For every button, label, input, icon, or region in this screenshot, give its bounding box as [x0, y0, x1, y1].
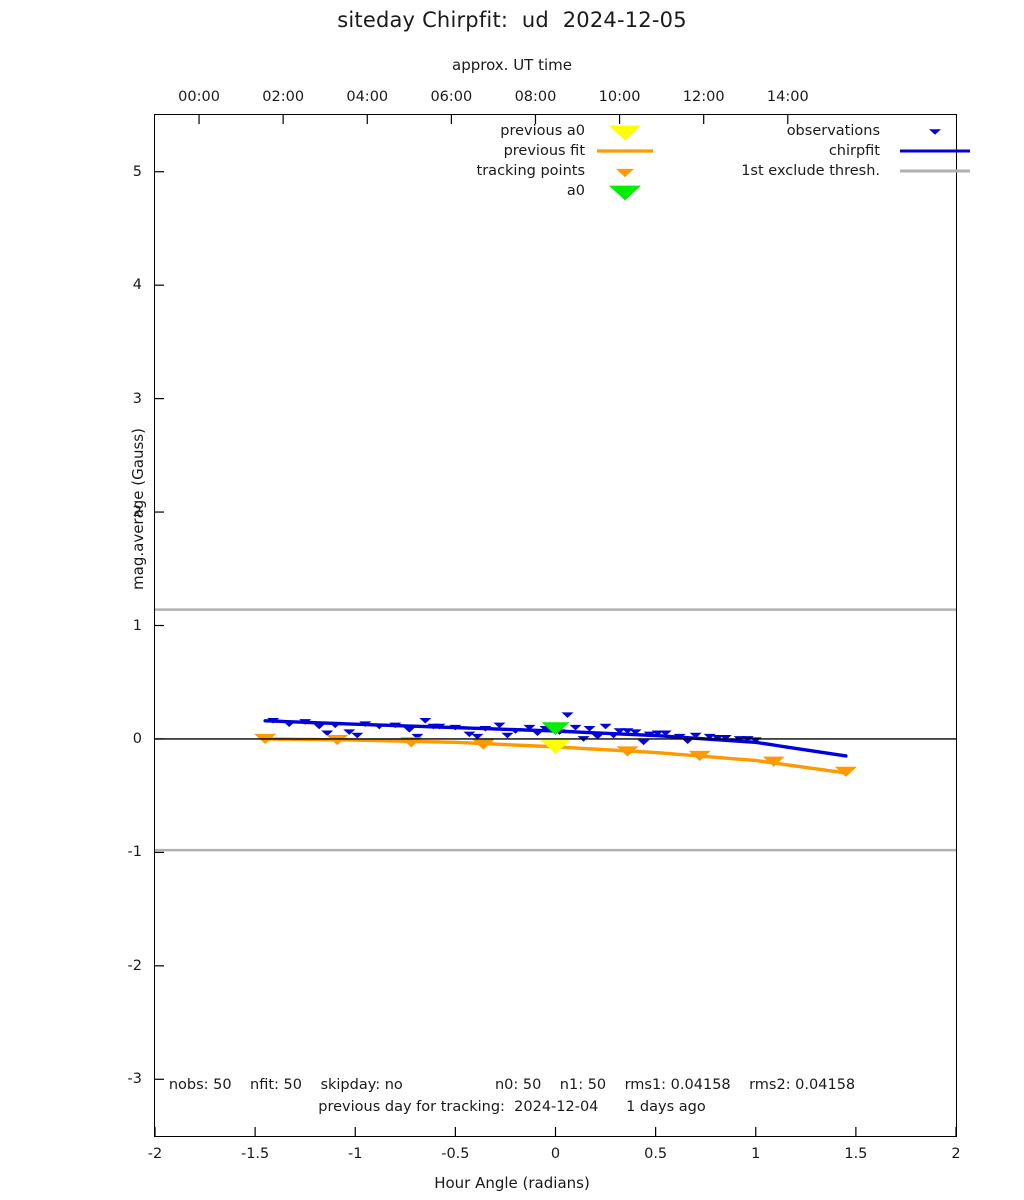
previous-a0-marker	[540, 739, 571, 754]
observations-marker	[591, 733, 604, 740]
tracking-points-marker	[326, 735, 349, 746]
legend-triangle-down-icon	[609, 185, 641, 201]
observations-marker	[419, 718, 432, 724]
y-tick-label-1: 4	[132, 277, 142, 294]
y-tick-label-8: -3	[127, 1071, 142, 1088]
top-tick-label-3: 06:00	[430, 89, 473, 105]
legend-triangle-down-icon	[929, 129, 941, 135]
stats-line-1: nobs: 50 nfit: 50 skipday: no n0: 50 n1:…	[168, 1077, 856, 1093]
y-tick-label-7: -2	[127, 957, 142, 974]
tracking-points-marker	[616, 746, 639, 757]
y-tick-label-6: -1	[127, 844, 142, 861]
x-axis-label: Hour Angle (radians)	[434, 1174, 590, 1192]
legend-markers	[597, 125, 970, 201]
observations-marker	[403, 727, 416, 733]
top-tick-label-4: 08:00	[514, 89, 557, 105]
legend-label-previous-a0: previous a0	[500, 123, 585, 139]
observations-marker	[523, 724, 536, 731]
observations-marker	[651, 730, 664, 737]
observations-marker	[681, 738, 694, 744]
plot-series	[155, 608, 956, 852]
observations-marker	[569, 724, 582, 731]
y-tick-label-0: 5	[132, 163, 142, 180]
observations-marker	[613, 728, 626, 734]
observations-marker	[313, 723, 326, 730]
observations-marker	[659, 730, 672, 737]
observations-marker	[629, 729, 642, 735]
x-tick-label-6: 1	[751, 1146, 761, 1162]
observations-marker	[471, 733, 484, 740]
observations-marker	[621, 728, 634, 734]
x-tick-label-8: 2	[951, 1146, 961, 1162]
top-tick-label-5: 10:00	[598, 89, 641, 105]
legend-label-a0: a0	[566, 183, 585, 199]
observations-marker	[689, 732, 702, 739]
x-tick-label-2: -1	[348, 1146, 363, 1162]
observations-marker	[583, 725, 596, 732]
legend-label-observations: observations	[786, 123, 880, 139]
x-tick-label-7: 1.5	[844, 1146, 868, 1162]
tracking-points-marker	[472, 739, 495, 750]
observations-marker	[463, 731, 476, 738]
observations-marker	[321, 730, 334, 737]
legend-triangle-down-icon	[609, 125, 641, 141]
top-tick-label-6: 12:00	[682, 89, 725, 105]
observations-marker	[711, 735, 724, 741]
tracking-points-marker	[688, 750, 711, 762]
observations-marker	[599, 723, 612, 730]
observations-marker	[411, 733, 424, 740]
observations-marker	[719, 735, 732, 741]
x-tick-label-5: 0.5	[644, 1146, 668, 1162]
y-tick-label-3: 2	[132, 504, 142, 521]
tracking-points-marker	[834, 766, 857, 777]
x-tick-label-3: -0.5	[441, 1146, 470, 1162]
top-tick-label-2: 04:00	[346, 89, 389, 105]
observations-marker	[561, 712, 574, 718]
axis-ticks	[154, 115, 957, 1136]
tracking-points-marker	[762, 756, 785, 767]
observations-marker	[343, 729, 356, 735]
observations-marker	[501, 732, 514, 739]
top-tick-label-1: 02:00	[262, 89, 305, 105]
x-tick-label-4: 0	[550, 1146, 561, 1162]
legend-label-1st-exclude-thresh-: 1st exclude thresh.	[741, 163, 880, 179]
x-tick-label-0: -2	[147, 1146, 163, 1162]
observations-marker	[637, 739, 650, 746]
legend-label-chirpfit: chirpfit	[828, 143, 880, 159]
plot-frame	[154, 114, 957, 1137]
page-title: siteday Chirpfit: ud 2024-12-05	[337, 8, 687, 32]
stats-line-2: previous day for tracking: 2024-12-04 1 …	[318, 1099, 706, 1115]
y-tick-label-4: 1	[132, 617, 142, 634]
legend-triangle-down-icon	[616, 168, 634, 178]
observations-marker	[493, 722, 506, 729]
top-tick-label-0: 00:00	[178, 89, 220, 105]
top-axis-label: approx. UT time	[452, 56, 572, 74]
observations-marker	[351, 732, 364, 739]
x-tick-label-1: -1.5	[240, 1146, 270, 1162]
y-tick-label-5: 0	[132, 730, 142, 747]
y-tick-label-2: 3	[132, 390, 142, 407]
a0-marker	[541, 722, 570, 736]
legend-label-previous-fit: previous fit	[503, 143, 585, 159]
tracking-points-marker	[400, 737, 423, 748]
legend-label-tracking-points: tracking points	[476, 163, 585, 179]
top-tick-label-7: 14:00	[766, 89, 809, 105]
